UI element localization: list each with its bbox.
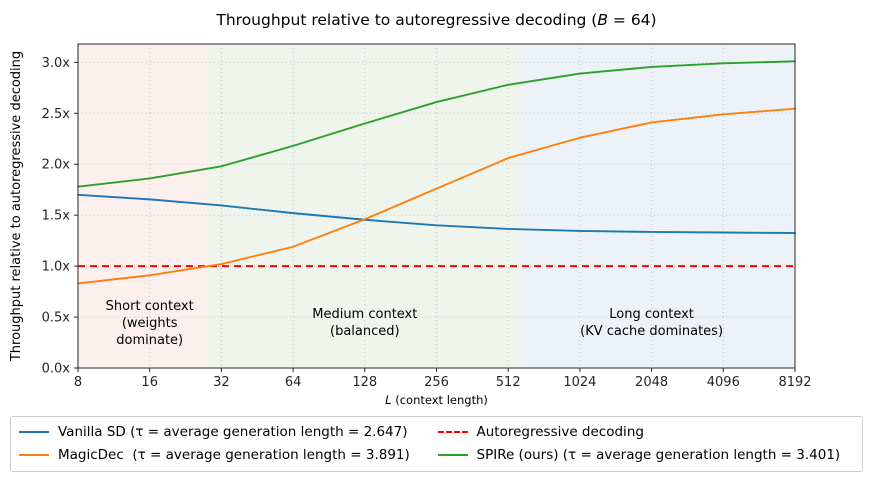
x-tick-label: 128 — [352, 375, 377, 390]
x-tick-label: 32 — [213, 375, 230, 390]
legend: Vanilla SD (τ = average generation lengt… — [10, 416, 863, 472]
region-long-context — [521, 44, 795, 368]
y-axis-label: Throughput relative to autoregressive de… — [9, 51, 24, 362]
y-tick-label: 1.0x — [42, 260, 71, 275]
chart-title-variable: B — [597, 11, 608, 29]
x-tick-label: 512 — [496, 375, 521, 390]
y-tick-label: 0.0x — [42, 362, 71, 377]
legend-item-magicdec: MagicDec (τ = average generation length … — [19, 447, 430, 463]
annotation-medium-context: Medium context (balanced) — [312, 307, 417, 339]
legend-item-autoregressive: Autoregressive decoding — [437, 424, 849, 440]
x-axis-label: L (context length) — [385, 393, 488, 407]
y-tick-label: 2.5x — [42, 107, 71, 122]
y-tick-label: 0.5x — [42, 311, 71, 326]
x-tick-label: 64 — [285, 375, 302, 390]
legend-item-vanilla-sd: Vanilla SD (τ = average generation lengt… — [19, 424, 430, 440]
annotation-short-context: Short context (weights dominate) — [106, 299, 194, 348]
legend-line-magicdec — [19, 454, 49, 456]
legend-item-spire: SPIRe (ours) (τ = average generation len… — [437, 447, 849, 463]
chart-plot: Short context (weights dominate) Medium con… — [9, 43, 812, 407]
annotation-long-context: Long context (KV cache dominates) — [580, 307, 723, 339]
x-tick-label: 4096 — [707, 375, 740, 390]
y-tick-label: 1.5x — [42, 209, 71, 224]
legend-label-magicdec: MagicDec (τ = average generation length … — [58, 447, 410, 463]
x-tick-label: 1024 — [563, 375, 596, 390]
region-short-context — [78, 44, 208, 368]
legend-label-spire: SPIRe (ours) (τ = average generation len… — [476, 447, 841, 463]
x-tick-label: 8192 — [778, 375, 811, 390]
chart-title: Throughput relative to autoregressive de… — [0, 8, 873, 34]
legend-label-autoregressive: Autoregressive decoding — [476, 424, 644, 440]
y-tick-label: 3.0x — [42, 56, 71, 71]
legend-line-spire — [437, 454, 468, 456]
y-tick-label: 2.0x — [42, 158, 71, 173]
x-tick-label: 256 — [424, 375, 449, 390]
legend-line-vanilla-sd — [19, 431, 49, 433]
x-tick-label: 8 — [74, 375, 82, 390]
legend-label-vanilla-sd: Vanilla SD (τ = average generation lengt… — [58, 424, 408, 440]
series-line-vanilla-sd — [77, 193, 796, 234]
chart-title-prefix: Throughput relative to autoregressive de… — [216, 11, 598, 29]
series-line-magicdec — [77, 107, 796, 285]
chart-title-suffix: = 64) — [607, 11, 657, 29]
legend-line-autoregressive — [437, 431, 468, 433]
x-tick-label: 16 — [141, 375, 158, 390]
x-tick-label: 2048 — [635, 375, 668, 390]
series-line-spire-ours — [77, 60, 796, 188]
plot-border — [77, 43, 796, 369]
region-medium-context — [207, 44, 522, 368]
